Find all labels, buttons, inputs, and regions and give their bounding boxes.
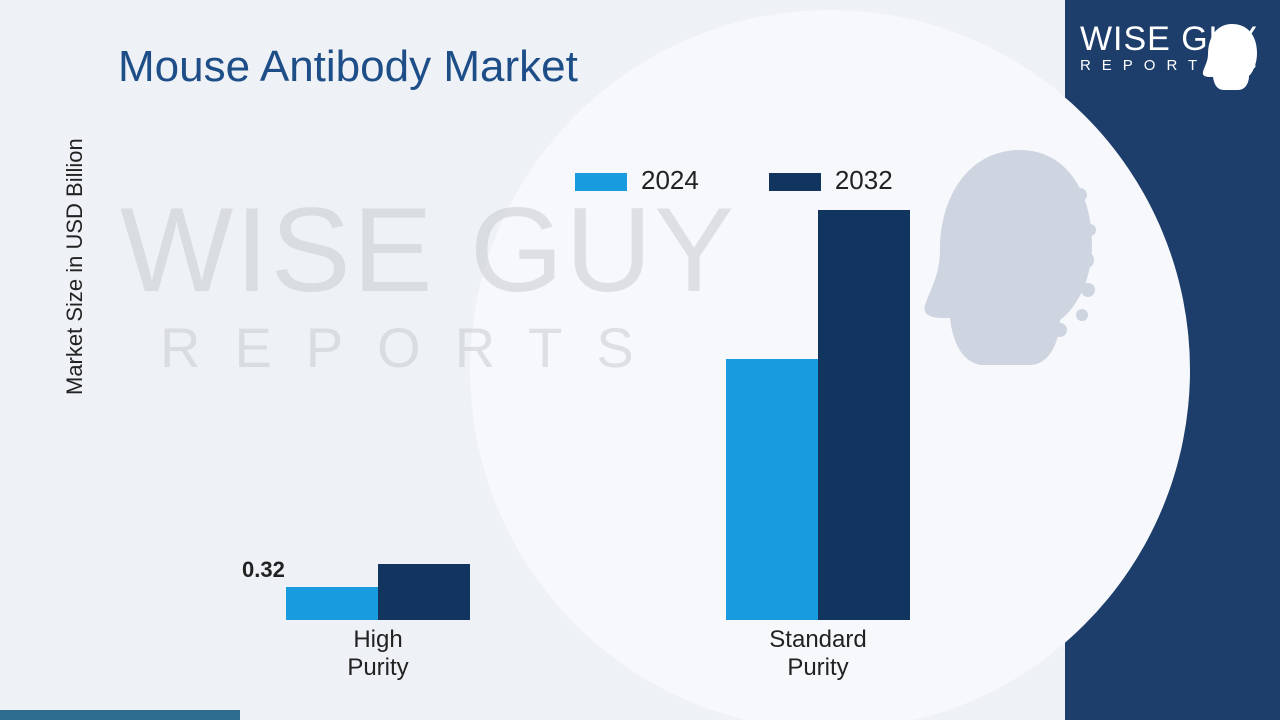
- logo-head-icon: [1202, 22, 1258, 92]
- legend-swatch-0: [575, 173, 627, 191]
- bar: [378, 564, 470, 620]
- category-label: HighPurity: [278, 626, 478, 681]
- legend-item: 2024: [575, 165, 699, 196]
- legend-item: 2032: [769, 165, 893, 196]
- bar-group: StandardPurity: [708, 210, 928, 620]
- bar-value-label: 0.32: [242, 557, 285, 583]
- bar: [818, 210, 910, 620]
- legend-swatch-1: [769, 173, 821, 191]
- bar-group: HighPurity0.32: [268, 564, 488, 620]
- bar: [726, 359, 818, 620]
- brand-logo: WISE GUY REPORTS: [1080, 22, 1258, 73]
- chart-title: Mouse Antibody Market: [118, 42, 578, 92]
- legend: 2024 2032: [575, 165, 893, 196]
- page-root: WISE GUY REPORTS Mouse Antibody Market W…: [0, 0, 1280, 720]
- legend-label-1: 2032: [835, 165, 893, 195]
- category-label: StandardPurity: [718, 626, 918, 681]
- chart-plot-area: HighPurity0.32 StandardPurity: [118, 210, 988, 620]
- bar: [286, 587, 378, 620]
- y-axis-label: Market Size in USD Billion: [62, 138, 88, 395]
- bottom-accent-bar: [0, 710, 240, 720]
- legend-label-0: 2024: [641, 165, 699, 195]
